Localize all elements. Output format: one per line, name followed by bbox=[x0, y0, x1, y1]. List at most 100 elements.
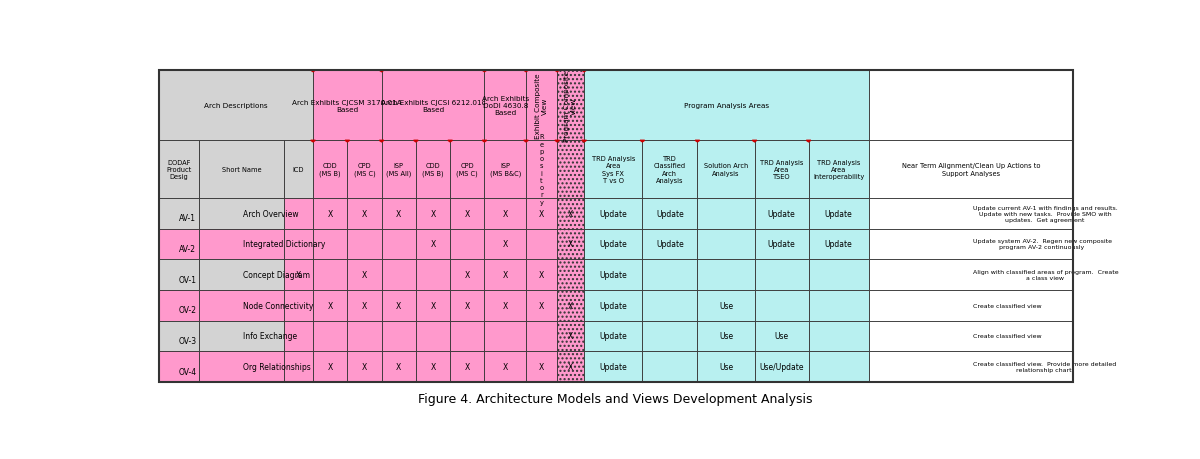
Bar bbox=[199, 229, 284, 260]
Polygon shape bbox=[414, 141, 419, 143]
Bar bbox=[485, 229, 526, 260]
Text: X: X bbox=[539, 209, 545, 218]
Bar bbox=[584, 141, 642, 198]
Bar bbox=[869, 198, 1074, 229]
Bar bbox=[557, 229, 584, 260]
Text: Near Term Alignment/Clean Up Actions to
Support Analyses: Near Term Alignment/Clean Up Actions to … bbox=[902, 163, 1040, 176]
Bar bbox=[642, 229, 697, 260]
Bar bbox=[284, 260, 313, 290]
Bar bbox=[485, 352, 526, 382]
Text: X: X bbox=[503, 362, 508, 371]
Bar bbox=[284, 198, 313, 229]
Bar bbox=[160, 71, 1074, 382]
Text: AV-1: AV-1 bbox=[179, 214, 196, 223]
Polygon shape bbox=[523, 71, 528, 73]
Bar bbox=[584, 260, 642, 290]
Text: Update: Update bbox=[824, 209, 852, 218]
Bar bbox=[809, 352, 869, 382]
Bar bbox=[557, 71, 584, 141]
Bar bbox=[347, 198, 382, 229]
Bar bbox=[160, 229, 199, 260]
Text: DODAF
Product
Desig: DODAF Product Desig bbox=[167, 160, 192, 180]
Text: Update: Update bbox=[656, 209, 684, 218]
Bar bbox=[313, 290, 347, 321]
Polygon shape bbox=[379, 71, 384, 73]
Bar bbox=[347, 352, 382, 382]
Text: X: X bbox=[362, 209, 367, 218]
Text: Update: Update bbox=[600, 240, 628, 249]
Bar bbox=[450, 321, 485, 352]
Text: Create classified view: Create classified view bbox=[972, 334, 1042, 339]
Bar bbox=[697, 198, 755, 229]
Text: OV-1: OV-1 bbox=[179, 275, 197, 284]
Bar bbox=[584, 198, 642, 229]
Bar bbox=[557, 290, 584, 321]
Text: R
e
p
o
s
i
t
o
r
y: R e p o s i t o r y bbox=[539, 134, 544, 205]
Text: X: X bbox=[431, 240, 436, 249]
Text: CPD
(MS C): CPD (MS C) bbox=[456, 163, 478, 177]
Bar bbox=[450, 141, 485, 198]
Polygon shape bbox=[311, 71, 316, 73]
Text: Update: Update bbox=[600, 301, 628, 310]
Bar bbox=[416, 198, 450, 229]
Text: Update: Update bbox=[600, 209, 628, 218]
Bar bbox=[755, 260, 809, 290]
Bar bbox=[313, 260, 347, 290]
Text: Arch Exhibits CJCSI 6212.01c
Based: Arch Exhibits CJCSI 6212.01c Based bbox=[380, 99, 485, 112]
Bar bbox=[584, 229, 642, 260]
Polygon shape bbox=[582, 71, 587, 73]
Bar bbox=[584, 290, 642, 321]
Bar bbox=[809, 198, 869, 229]
Bar bbox=[160, 352, 199, 382]
Text: X: X bbox=[568, 362, 574, 371]
Bar bbox=[557, 321, 584, 352]
Bar bbox=[485, 321, 526, 352]
Text: X: X bbox=[539, 362, 545, 371]
Text: Solution Arch
Analysis: Solution Arch Analysis bbox=[704, 163, 748, 176]
Text: Program Analysis Areas: Program Analysis Areas bbox=[684, 103, 769, 109]
Bar bbox=[809, 290, 869, 321]
Text: X: X bbox=[431, 301, 436, 310]
Bar bbox=[526, 321, 557, 352]
Bar bbox=[526, 260, 557, 290]
Polygon shape bbox=[640, 141, 644, 143]
Text: X: X bbox=[362, 270, 367, 280]
Bar bbox=[347, 290, 382, 321]
Text: Update: Update bbox=[600, 332, 628, 341]
Bar bbox=[755, 198, 809, 229]
Bar bbox=[313, 352, 347, 382]
Bar bbox=[697, 229, 755, 260]
Text: Concept Diagram: Concept Diagram bbox=[242, 270, 310, 280]
Bar bbox=[809, 321, 869, 352]
Text: Align with classified areas of program.  Create
a class view: Align with classified areas of program. … bbox=[972, 269, 1118, 280]
Bar bbox=[284, 321, 313, 352]
Bar bbox=[869, 141, 1074, 198]
Bar bbox=[284, 290, 313, 321]
Text: X: X bbox=[464, 209, 470, 218]
Text: TRD Analysis
Area
Interoperability: TRD Analysis Area Interoperability bbox=[814, 160, 864, 180]
Text: TRD Analysis
Area
Sys FX
T vs O: TRD Analysis Area Sys FX T vs O bbox=[592, 156, 635, 184]
Bar bbox=[313, 141, 347, 198]
Bar bbox=[809, 229, 869, 260]
Text: OV-3: OV-3 bbox=[179, 336, 197, 345]
Bar bbox=[485, 141, 526, 198]
Bar bbox=[313, 229, 347, 260]
Bar bbox=[313, 198, 347, 229]
Text: Update: Update bbox=[600, 270, 628, 280]
Bar bbox=[642, 260, 697, 290]
Bar bbox=[755, 321, 809, 352]
Text: X: X bbox=[503, 209, 508, 218]
Bar bbox=[382, 71, 485, 141]
Polygon shape bbox=[346, 141, 349, 143]
Bar bbox=[526, 71, 557, 141]
Bar bbox=[557, 141, 584, 198]
Bar bbox=[450, 229, 485, 260]
Bar bbox=[642, 290, 697, 321]
Bar bbox=[526, 141, 557, 198]
Polygon shape bbox=[554, 71, 559, 73]
Bar bbox=[485, 71, 526, 141]
Bar bbox=[485, 198, 526, 229]
Text: OV-4: OV-4 bbox=[179, 367, 197, 375]
Bar bbox=[382, 198, 416, 229]
Bar bbox=[869, 321, 1074, 352]
